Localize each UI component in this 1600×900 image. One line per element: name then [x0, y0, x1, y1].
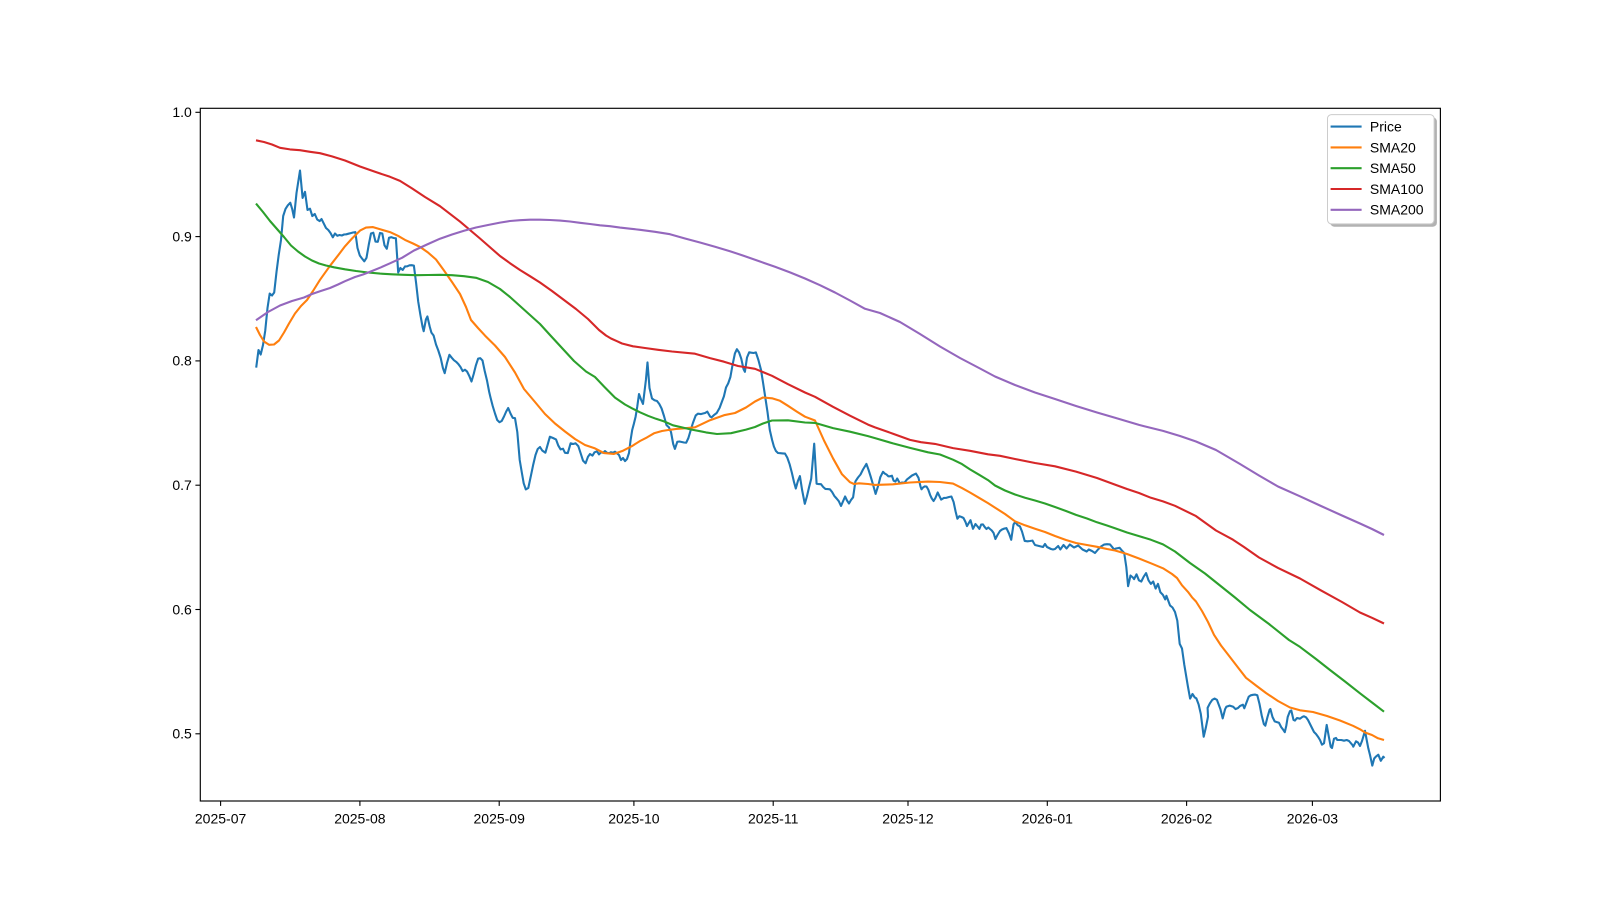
- svg-text:0.7: 0.7: [172, 477, 192, 493]
- svg-text:SMA200: SMA200: [1370, 202, 1424, 218]
- svg-text:2025-09: 2025-09: [474, 811, 526, 827]
- svg-text:0.6: 0.6: [172, 601, 192, 617]
- svg-text:SMA100: SMA100: [1370, 181, 1424, 197]
- svg-text:2025-08: 2025-08: [334, 811, 386, 827]
- svg-text:0.9: 0.9: [172, 228, 192, 244]
- svg-text:1.0: 1.0: [172, 104, 192, 120]
- svg-text:2025-12: 2025-12: [882, 811, 934, 827]
- svg-text:2025-10: 2025-10: [608, 811, 660, 827]
- svg-text:2025-11: 2025-11: [748, 811, 799, 827]
- svg-text:2026-01: 2026-01: [1022, 811, 1074, 827]
- svg-text:0.5: 0.5: [172, 726, 192, 742]
- svg-text:SMA50: SMA50: [1370, 160, 1416, 176]
- svg-text:Price: Price: [1370, 119, 1402, 135]
- svg-text:2025-07: 2025-07: [195, 811, 247, 827]
- svg-text:2026-02: 2026-02: [1161, 811, 1213, 827]
- svg-text:SMA20: SMA20: [1370, 139, 1416, 155]
- svg-text:0.8: 0.8: [172, 353, 192, 369]
- svg-text:2026-03: 2026-03: [1287, 811, 1339, 827]
